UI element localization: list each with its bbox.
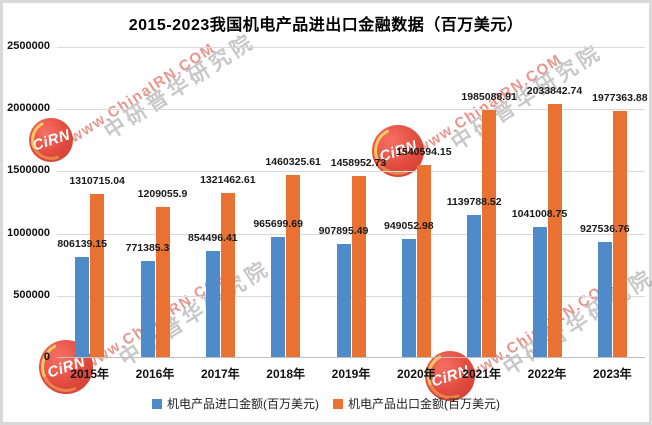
x-tick-label: 2018年 — [266, 367, 306, 381]
x-tick-label: 2017年 — [200, 367, 240, 381]
y-tick-label: 1500000 — [7, 164, 50, 177]
grid-line — [57, 109, 645, 111]
bar-import — [140, 261, 155, 357]
legend-label: 机电产品出口金额(百万美元) — [348, 397, 500, 411]
legend-item: 机电产品出口金额(百万美元) — [333, 395, 500, 412]
bar-export — [612, 111, 627, 357]
grid-line — [57, 47, 645, 48]
bar-export — [220, 193, 235, 357]
y-tick-label: 2500000 — [7, 40, 50, 52]
y-tick-label: 500000 — [13, 288, 50, 301]
bar-import — [336, 244, 351, 357]
grid-line — [57, 171, 645, 173]
legend-label: 机电产品进口金额(百万美元) — [167, 397, 319, 411]
bar-value-label: 927536.76 — [580, 223, 630, 235]
x-tick-label: 2020年 — [396, 367, 436, 381]
bar-value-label: 2033842.74 — [526, 85, 583, 97]
bar-import — [401, 239, 416, 357]
bar-value-label: 1209055.9 — [137, 188, 188, 200]
x-tick-label: 2021年 — [462, 367, 502, 381]
bar-export — [547, 104, 562, 357]
bar-export — [482, 110, 497, 357]
x-tick-label: 2019年 — [331, 367, 371, 381]
bar-value-label: 854496.41 — [188, 232, 238, 244]
bar-export — [155, 207, 170, 357]
y-tick-label: 1000000 — [7, 226, 50, 239]
bar-export — [90, 194, 105, 357]
bar-value-label: 806139.15 — [57, 238, 107, 250]
bar-value-label: 1977363.88 — [592, 92, 648, 104]
x-tick-label: 2015年 — [70, 367, 110, 381]
bar-import — [205, 251, 220, 357]
bar-import — [467, 215, 482, 357]
bar-value-label: 771385.3 — [125, 242, 170, 254]
bar-value-label: 1139788.52 — [446, 196, 502, 208]
bar-value-label: 1460325.61 — [265, 156, 321, 168]
bar-export — [416, 165, 431, 357]
bar-export — [351, 176, 366, 357]
x-tick-label: 2023年 — [592, 367, 632, 381]
legend-swatch-icon — [152, 398, 162, 409]
chart-title: 2015-2023我国机电产品进出口金融数据（百万美元） — [128, 17, 524, 34]
plot-area: 806139.15 771385.3 854496.41 965699.69 90789… — [57, 47, 648, 358]
bar-value-label: 1540594.15 — [396, 146, 452, 158]
bar-value-label: 965699.69 — [253, 218, 303, 230]
x-tick-label: 2016年 — [135, 367, 175, 381]
bar-import — [532, 227, 547, 357]
bar-value-label: 907895.49 — [318, 225, 369, 237]
bar-value-label: 1985088.91 — [461, 91, 517, 103]
legend-item: 机电产品进口金额(百万美元) — [152, 395, 319, 412]
grid-line — [57, 233, 645, 235]
grid-line — [57, 295, 645, 297]
bar-value-label: 1041008.75 — [511, 208, 568, 220]
legend: 机电产品进口金额(百万美元) 机电产品出口金额(百万美元) — [0, 395, 652, 412]
bar-value-label: 1321462.61 — [200, 174, 256, 186]
x-tick-label: 2022年 — [527, 367, 567, 381]
bar-value-label: 949052.98 — [384, 220, 434, 232]
legend-swatch-icon — [333, 398, 343, 409]
bar-import — [75, 257, 90, 357]
y-tick-label: 2000000 — [7, 102, 50, 115]
bar-value-label: 1458952.73 — [330, 157, 387, 169]
bar-import — [271, 237, 286, 357]
y-tick-label: 0 — [43, 351, 50, 363]
bar-value-label: 1310715.04 — [69, 175, 125, 187]
bar-import — [597, 242, 612, 357]
bar-export — [286, 175, 301, 357]
